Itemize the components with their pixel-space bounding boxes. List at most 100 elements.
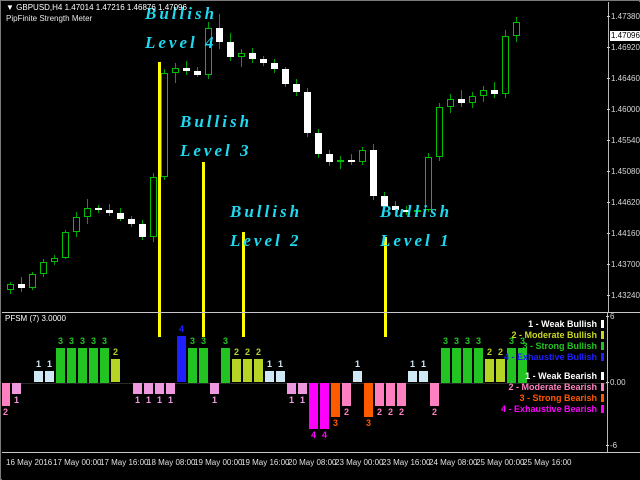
- candle-wick: [461, 89, 462, 108]
- candle-body: [425, 157, 432, 210]
- time-tick-label: 18 May 08:00: [147, 458, 196, 467]
- histogram-bar-label: 1: [156, 395, 162, 406]
- histogram-bar-label: 1: [266, 358, 272, 369]
- histogram-bar: [309, 382, 318, 429]
- histogram-bar-label: 1: [277, 358, 283, 369]
- candle-body: [249, 53, 256, 59]
- histogram-bar-label: 1: [354, 358, 360, 369]
- candle-body: [436, 107, 443, 157]
- histogram-bar: [210, 382, 219, 395]
- legend-row-bearish: 3 - Strong Bearish: [501, 393, 604, 404]
- candle-body: [337, 159, 344, 163]
- annotation-bullish-line1: Bullish: [380, 202, 453, 221]
- legend-label: 3 - Strong Bullish: [522, 341, 597, 351]
- time-axis[interactable]: 16 May 2016 17 May 00:00 17 May 16:00 18 Ma…: [2, 452, 640, 480]
- price-chart-pane[interactable]: Bullish Level 4 Bullish Level 3 Bullish Level…: [2, 2, 640, 312]
- time-tick-label: 17 May 00:00: [53, 458, 102, 467]
- time-tick-label: 25 May 00:00: [476, 458, 525, 467]
- histogram-bar: [34, 370, 43, 383]
- histogram-bar-label: 2: [244, 347, 250, 358]
- histogram-bar: [89, 347, 98, 383]
- histogram-bar: [430, 382, 439, 406]
- legend-label: 4 - Exhaustive Bearish: [500, 404, 597, 414]
- time-tick-label: 20 May 08:00: [288, 458, 337, 467]
- candle-body: [205, 27, 212, 75]
- histogram-bar: [133, 382, 142, 395]
- histogram-bar-label: 1: [46, 358, 52, 369]
- candle-body: [513, 22, 520, 36]
- price-plot-area[interactable]: Bullish Level 4 Bullish Level 3 Bullish Level…: [2, 2, 608, 312]
- time-tick-label: 23 May 00:00: [335, 458, 384, 467]
- histogram-bar: [496, 359, 505, 383]
- legend-swatch: [601, 353, 604, 361]
- signal-vline-ind-level-1: [384, 313, 387, 337]
- histogram-bar: [2, 382, 10, 406]
- current-price-tag: 1.47096: [610, 30, 640, 41]
- histogram-bar: [100, 347, 109, 383]
- histogram-bar: [177, 336, 186, 383]
- histogram-bar: [364, 382, 373, 418]
- legend-swatch: [601, 405, 604, 413]
- histogram-bar-label: 2: [376, 406, 382, 417]
- legend-swatch: [601, 394, 604, 402]
- price-tick: 1.44620: [607, 198, 640, 207]
- candle-body: [282, 69, 289, 85]
- legend-swatch: [601, 320, 604, 328]
- histogram-bar: [408, 370, 417, 383]
- histogram-bar-label: 2: [2, 406, 8, 417]
- time-tick-label: 25 May 16:00: [523, 458, 572, 467]
- histogram-bar: [254, 359, 263, 383]
- price-axis[interactable]: 1.47380 1.46920 1.46460 1.46000 1.45540 1.450…: [607, 2, 640, 312]
- candle-body: [40, 262, 47, 274]
- legend-spacer: [501, 363, 604, 371]
- candle-body: [260, 58, 267, 63]
- candle-body: [183, 68, 190, 71]
- candle-body: [491, 89, 498, 94]
- candle-body: [150, 177, 157, 237]
- candle-body: [392, 205, 399, 210]
- histogram-bar-label: 3: [365, 418, 371, 429]
- histogram-bar: [111, 359, 120, 383]
- time-tick-label: 24 May 08:00: [429, 458, 478, 467]
- price-tick: 1.47380: [607, 12, 640, 21]
- histogram-bar: [353, 370, 362, 383]
- histogram-bar-label: 3: [222, 335, 228, 346]
- price-tick: 1.43240: [607, 291, 640, 300]
- candle-body: [381, 196, 388, 206]
- annotation-bullish-line1: Bullish: [230, 202, 303, 221]
- histogram-bar: [221, 347, 230, 383]
- candle-body: [403, 209, 410, 212]
- histogram-bar: [507, 347, 516, 383]
- price-tick: 1.46000: [607, 105, 640, 114]
- indicator-name-label: PipFinite Strength Meter: [6, 14, 93, 23]
- legend-row-bullish: 3 - Strong Bullish: [501, 341, 604, 352]
- histogram-bar-label: 2: [486, 347, 492, 358]
- indicator-axis[interactable]: 6 0.00 -6: [606, 313, 640, 452]
- histogram-bar: [166, 382, 175, 395]
- legend-swatch: [601, 331, 604, 339]
- candle-body: [51, 258, 58, 263]
- histogram-bar: [320, 382, 329, 429]
- candle-body: [458, 99, 465, 104]
- histogram-bar-label: 2: [255, 347, 261, 358]
- histogram-bar-label: 4: [310, 429, 316, 440]
- histogram-bar-label: 3: [475, 335, 481, 346]
- price-tick: 1.45080: [607, 167, 640, 176]
- candle-wick: [241, 49, 242, 67]
- candle-wick: [340, 155, 341, 170]
- candle-body: [73, 216, 80, 233]
- signal-vline-ind-level-4: [158, 313, 161, 337]
- candle-body: [18, 284, 25, 288]
- time-tick-label: 19 May 00:00: [194, 458, 243, 467]
- histogram-bar-label: 1: [145, 395, 151, 406]
- histogram-bar: [419, 370, 428, 383]
- histogram-bar-label: 3: [442, 335, 448, 346]
- annotation-bullish-line2: Level 1: [380, 231, 452, 250]
- time-tick-label: 16 May 2016: [6, 458, 53, 467]
- histogram-bar: [12, 382, 21, 395]
- histogram-bar: [331, 382, 340, 418]
- histogram-bar-label: 3: [519, 335, 525, 346]
